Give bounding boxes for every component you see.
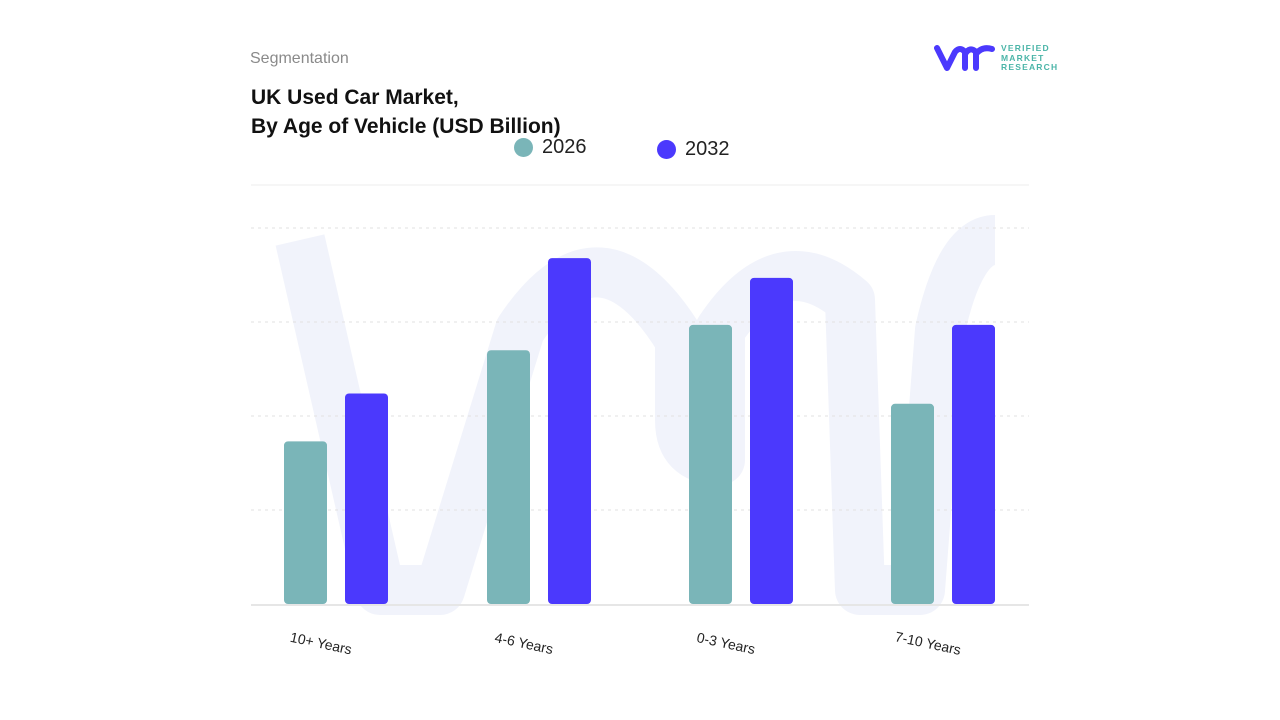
logo-line-2: MARKET (1001, 52, 1045, 63)
x-tick-label: 4-6 Years (493, 629, 554, 657)
bar-2032-4-6-years (548, 258, 591, 604)
legend-marker-2026 (514, 138, 533, 157)
bar-2026-0-3-years (689, 324, 732, 604)
bar-2026-4-6-years (487, 350, 530, 604)
bar-2032-10-years (345, 393, 388, 604)
legend-label-2032: 2032 (685, 138, 730, 160)
logo-line-3: RESEARCH (1001, 62, 1059, 72)
vmr-logo: VERIFIED MARKET RESEARCH (934, 43, 1059, 73)
bar-2032-0-3-years (750, 277, 793, 604)
legend-item-2026: 2026 (514, 136, 587, 159)
legend-marker-2032 (657, 140, 676, 159)
watermark (275, 215, 998, 615)
x-tick-label: 0-3 Years (695, 629, 756, 657)
logo-text: VERIFIED MARKET RESEARCH (1001, 43, 1059, 73)
bar-2032-7-10-years (952, 324, 995, 604)
title-line-2: By Age of Vehicle (USD Billion) (251, 115, 561, 138)
x-tick-label: 10+ Years (289, 629, 354, 658)
bar-2026-10-years (284, 441, 327, 604)
chart-title: UK Used Car Market, By Age of Vehicle (U… (251, 83, 561, 141)
title-line-1: UK Used Car Market, (251, 86, 459, 109)
bar-2026-7-10-years (891, 403, 934, 604)
segmentation-label: Segmentation (250, 50, 349, 67)
legend-label-2026: 2026 (542, 136, 587, 158)
legend-item-2032: 2032 (657, 138, 730, 161)
vmr-logo-icon (934, 45, 995, 72)
x-tick-label: 7-10 Years (894, 628, 963, 658)
logo-line-1: VERIFIED (1001, 43, 1050, 53)
